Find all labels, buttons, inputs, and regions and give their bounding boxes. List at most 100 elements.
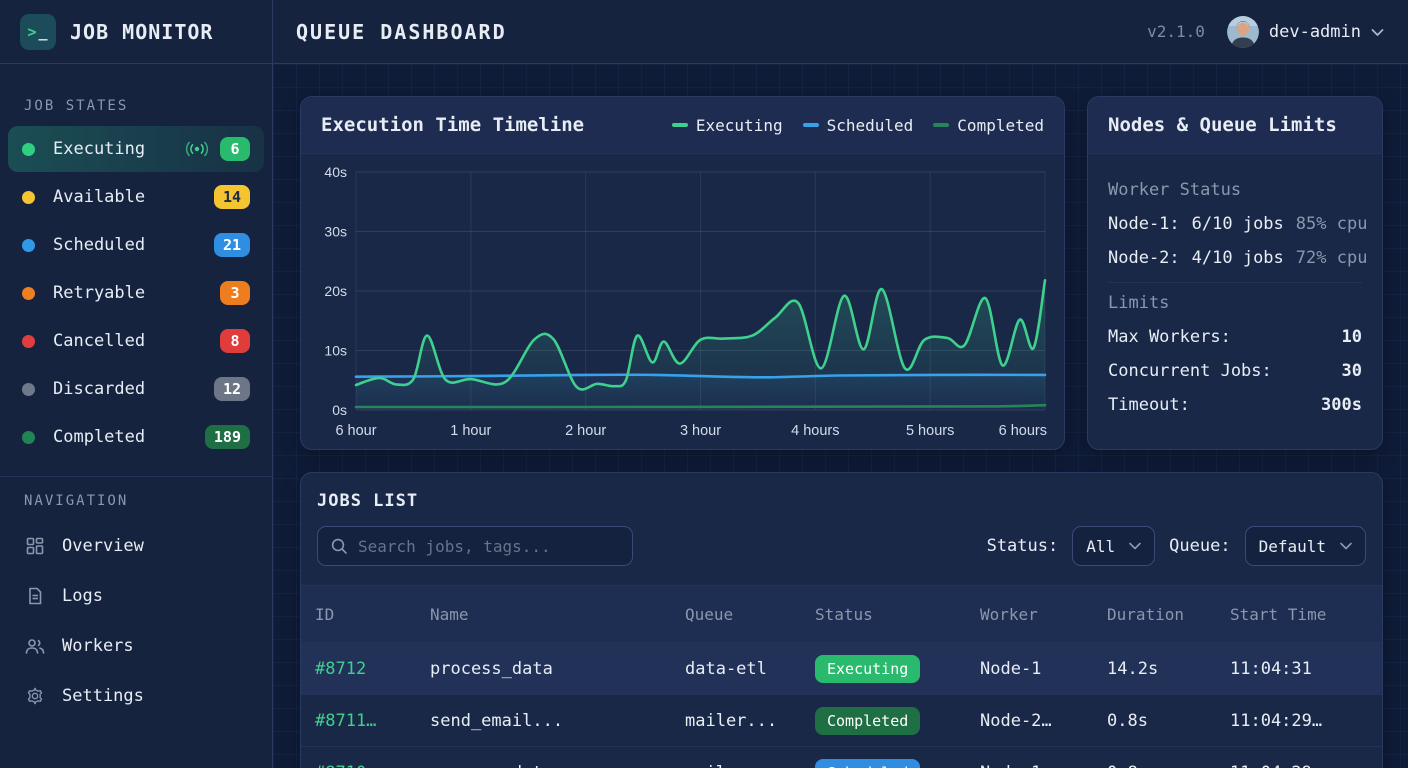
- series-line-completed: [354, 403, 1047, 409]
- state-dot: [22, 382, 35, 396]
- job-duration: 14.2s: [1107, 658, 1159, 679]
- column-header-name[interactable]: Name: [430, 604, 469, 624]
- legend-item-executing: Executing: [671, 116, 783, 135]
- state-label: Executing: [53, 139, 146, 159]
- state-label: Scheduled: [53, 235, 146, 255]
- limit-label: Concurrent Jobs:: [1108, 361, 1272, 381]
- chevron-down-icon: [1371, 22, 1384, 41]
- sidebar-state-available[interactable]: Available 14: [8, 174, 264, 220]
- search-icon: [331, 538, 347, 554]
- nav-label: Logs: [62, 586, 103, 606]
- brand-area: > _ JOB MONITOR: [0, 0, 273, 63]
- node-status-row: Node-2: 4/10 jobs 72% cpu: [1108, 248, 1367, 268]
- table-row[interactable]: #8710process_datamailer Scheduled Node-10.…: [301, 747, 1382, 768]
- nav-label: Settings: [62, 686, 144, 706]
- table-row[interactable]: #8711… send_email... mailer... Completed Nod…: [301, 695, 1382, 747]
- state-count-badge: 189: [204, 425, 250, 449]
- job-name: process_data: [416, 763, 671, 768]
- series-line-executing: [354, 279, 1047, 391]
- column-header-worker[interactable]: Worker: [980, 604, 1038, 624]
- state-count-badge: 3: [220, 281, 250, 305]
- node-cpu: 72% cpu: [1295, 248, 1368, 268]
- nodes-card-title: Nodes & Queue Limits: [1108, 114, 1337, 136]
- sidebar-state-cancelled[interactable]: Cancelled 8: [8, 318, 264, 364]
- status-filter-select[interactable]: All: [1072, 526, 1156, 566]
- state-label: Cancelled: [53, 331, 146, 351]
- timeline-chart: 0s 10s 20s 30s 40s 6 hour 1 hour 2 hour 3 hour 4 …: [301, 154, 1064, 449]
- state-count-badge: 21: [213, 233, 250, 257]
- sidebar-state-discarded[interactable]: Discarded 12: [8, 366, 264, 412]
- job-name: process_data: [430, 658, 553, 679]
- sidebar-state-scheduled[interactable]: Scheduled 21: [8, 222, 264, 268]
- status-badge: Completed: [815, 706, 921, 735]
- avatar[interactable]: [1226, 15, 1259, 48]
- jobs-search[interactable]: [317, 526, 633, 566]
- job-start-time: 11:04:29…: [1230, 710, 1323, 731]
- sidebar-nav-workers[interactable]: Workers: [8, 621, 264, 671]
- job-status-cell: Completed: [801, 706, 966, 735]
- queue-filter-label: Queue:: [1169, 536, 1231, 556]
- limit-value: 30: [1341, 361, 1362, 381]
- legend-label: Completed: [957, 115, 1044, 135]
- node-jobs: 6/10 jobs: [1191, 214, 1284, 234]
- sidebar-divider: [0, 476, 272, 477]
- chevron-down-icon: [1340, 542, 1352, 550]
- svg-text:2 hour: 2 hour: [565, 423, 606, 439]
- column-header-id[interactable]: ID: [315, 604, 335, 624]
- svg-text:6 hour: 6 hour: [335, 423, 376, 439]
- column-header-status[interactable]: Status: [815, 604, 873, 624]
- sidebar-state-retryable[interactable]: Retryable 3: [8, 270, 264, 316]
- job-worker: Node-1: [966, 763, 1093, 768]
- sidebar: JOB STATES Executing 6 Available 14 Schedule…: [0, 64, 273, 768]
- job-id-link[interactable]: #8711…: [315, 710, 377, 731]
- sidebar-nav-overview[interactable]: Overview: [8, 521, 264, 571]
- state-dot: [22, 238, 35, 252]
- main-content: Execution Time Timeline Executing Schedul…: [273, 64, 1408, 768]
- state-count-badge: 6: [220, 137, 250, 161]
- job-duration: 0.8s: [1093, 763, 1216, 768]
- job-worker: Node-1: [980, 658, 1042, 679]
- job-id-link[interactable]: #8712: [315, 658, 367, 679]
- user-menu[interactable]: dev-admin: [1226, 15, 1384, 48]
- version-label: v2.1.0: [1147, 22, 1205, 41]
- sidebar-state-completed[interactable]: Completed 189: [8, 414, 264, 460]
- state-dot: [22, 334, 35, 348]
- sidebar-nav-settings[interactable]: Settings: [8, 671, 264, 721]
- legend-swatch: [933, 123, 950, 127]
- jobs-table: ID Name Queue Status Worker Duration Start Tim…: [301, 585, 1382, 768]
- nav-label: Overview: [62, 536, 144, 556]
- svg-text:0s: 0s: [332, 402, 347, 418]
- legend-label: Scheduled: [826, 115, 914, 135]
- limit-label: Max Workers:: [1108, 327, 1231, 347]
- table-row[interactable]: #8712 process_data data-etl Executing Node-1…: [301, 643, 1382, 695]
- queue-filter-select[interactable]: Default: [1244, 526, 1366, 566]
- status-badge: Scheduled: [815, 758, 921, 768]
- job-status-cell: Scheduled: [801, 758, 966, 768]
- state-dot: [22, 190, 35, 204]
- svg-text:30s: 30s: [324, 224, 347, 240]
- navigation-heading: NAVIGATION: [24, 493, 129, 509]
- job-queue: data-etl: [685, 658, 767, 679]
- svg-text:20s: 20s: [324, 283, 347, 299]
- column-header-duration[interactable]: Duration: [1107, 604, 1185, 624]
- job-states-heading: JOB STATES: [24, 98, 129, 114]
- job-start-time: 11:04:31: [1230, 658, 1312, 679]
- state-count-badge: 12: [213, 377, 250, 401]
- page-title: QUEUE DASHBOARD: [296, 19, 507, 44]
- job-id-link[interactable]: #8710: [301, 763, 416, 768]
- svg-text:6 hours: 6 hours: [999, 423, 1047, 439]
- topbar: > _ JOB MONITOR QUEUE DASHBOARD v2.1.0 de…: [0, 0, 1408, 64]
- chevron-down-icon: [1129, 542, 1141, 550]
- timeline-card-title: Execution Time Timeline: [321, 114, 585, 136]
- search-input[interactable]: [358, 536, 620, 556]
- column-header-start-time[interactable]: Start Time: [1230, 604, 1327, 624]
- node-name: Node-1:: [1108, 214, 1180, 234]
- limit-value: 10: [1341, 327, 1362, 347]
- state-label: Available: [53, 187, 146, 207]
- sidebar-state-executing[interactable]: Executing 6: [8, 126, 264, 172]
- column-header-queue[interactable]: Queue: [685, 604, 734, 624]
- logo-underscore: _: [38, 22, 49, 41]
- live-broadcast-icon: [184, 141, 210, 157]
- sidebar-nav-logs[interactable]: Logs: [8, 571, 264, 621]
- legend-item-completed: Completed: [933, 116, 1044, 135]
